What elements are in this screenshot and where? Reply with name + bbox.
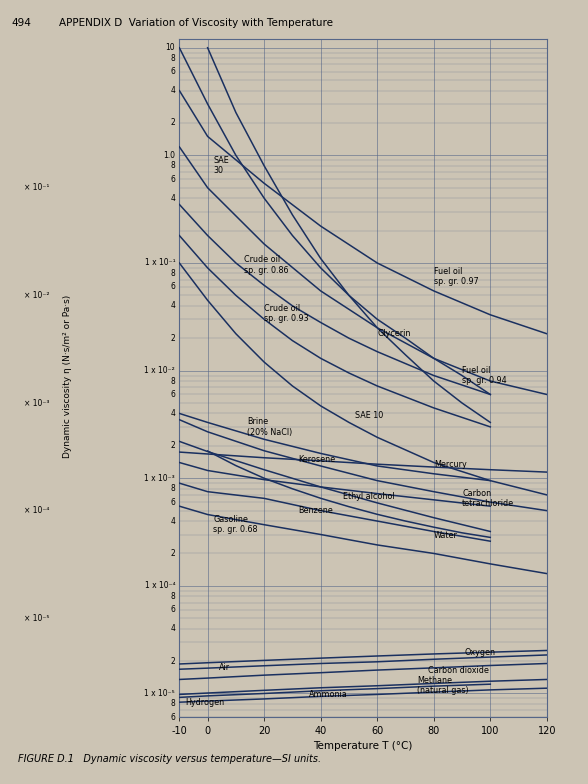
Text: 6: 6: [171, 498, 175, 506]
Text: × 10⁻¹: × 10⁻¹: [24, 183, 49, 192]
Text: 8: 8: [171, 269, 175, 278]
Text: 4: 4: [171, 517, 175, 525]
Text: 8: 8: [171, 699, 175, 709]
Text: Crude oil
sp. gr. 0.86: Crude oil sp. gr. 0.86: [245, 255, 289, 274]
Text: Fuel oil
sp. gr. 0.97: Fuel oil sp. gr. 0.97: [434, 267, 479, 286]
Text: 4: 4: [171, 409, 175, 418]
Text: 1.0: 1.0: [163, 151, 175, 160]
Text: × 10⁻³: × 10⁻³: [24, 398, 49, 408]
Text: 6: 6: [171, 390, 175, 399]
Text: Ethyl alcohol: Ethyl alcohol: [343, 492, 395, 501]
Text: 6: 6: [171, 175, 175, 183]
Text: 4: 4: [171, 624, 175, 633]
Text: Brine
(20% NaCl): Brine (20% NaCl): [247, 417, 292, 437]
Text: 6: 6: [171, 282, 175, 292]
Text: Kerosene: Kerosene: [298, 456, 335, 464]
Text: Carbon dioxide: Carbon dioxide: [428, 666, 489, 675]
Text: 1 x 10⁻⁴: 1 x 10⁻⁴: [145, 582, 175, 590]
Text: Dynamic viscosity η (N·s/m² or Pa·s): Dynamic viscosity η (N·s/m² or Pa·s): [63, 295, 72, 458]
Text: 1 x 10⁻⁵: 1 x 10⁻⁵: [145, 689, 175, 698]
Text: Glycerin: Glycerin: [377, 329, 410, 338]
Text: Hydrogen: Hydrogen: [185, 699, 224, 707]
Text: 1 x 10⁻³: 1 x 10⁻³: [145, 474, 175, 483]
Text: Methane
(natural gas): Methane (natural gas): [417, 676, 469, 695]
Text: 8: 8: [171, 376, 175, 386]
Text: 2: 2: [171, 334, 175, 343]
Text: Gasoline
sp. gr. 0.68: Gasoline sp. gr. 0.68: [213, 515, 258, 535]
Text: SAE 10: SAE 10: [355, 412, 383, 420]
Text: Oxygen: Oxygen: [465, 648, 496, 657]
Text: 8: 8: [171, 485, 175, 493]
Text: Mercury: Mercury: [434, 460, 466, 470]
Text: 10: 10: [166, 43, 175, 53]
Text: 4: 4: [171, 86, 175, 95]
Text: 2: 2: [171, 118, 175, 128]
Text: FIGURE D.1   Dynamic viscosity versus temperature—SI units.: FIGURE D.1 Dynamic viscosity versus temp…: [18, 754, 321, 764]
Text: Fuel oil
sp. gr. 0.94: Fuel oil sp. gr. 0.94: [462, 366, 507, 385]
Text: 8: 8: [171, 592, 175, 601]
Text: Ammonia: Ammonia: [309, 690, 348, 699]
Text: × 10⁻²: × 10⁻²: [24, 291, 49, 299]
Text: 2: 2: [171, 441, 175, 450]
Text: 6: 6: [171, 605, 175, 614]
Text: APPENDIX D  Variation of Viscosity with Temperature: APPENDIX D Variation of Viscosity with T…: [59, 18, 333, 28]
Text: Crude oil
sp. gr. 0.93: Crude oil sp. gr. 0.93: [264, 303, 309, 323]
Text: Carbon
tetrachloride: Carbon tetrachloride: [462, 488, 514, 508]
Text: 6: 6: [171, 713, 175, 722]
Text: 494: 494: [12, 18, 32, 28]
Text: Water: Water: [434, 531, 457, 540]
Text: Air: Air: [219, 662, 230, 672]
Text: 8: 8: [171, 162, 175, 170]
Text: SAE
30: SAE 30: [213, 156, 229, 176]
Text: 1 x 10⁻¹: 1 x 10⁻¹: [145, 259, 175, 267]
Text: × 10⁻⁴: × 10⁻⁴: [24, 506, 49, 515]
Text: × 10⁻⁵: × 10⁻⁵: [24, 614, 49, 622]
Text: 4: 4: [171, 194, 175, 203]
Text: 2: 2: [171, 549, 175, 558]
Text: 8: 8: [171, 53, 175, 63]
Text: 1 x 10⁻²: 1 x 10⁻²: [145, 366, 175, 375]
Text: 2: 2: [171, 656, 175, 666]
X-axis label: Temperature T (°C): Temperature T (°C): [313, 741, 413, 750]
Text: 6: 6: [171, 67, 175, 76]
Text: Benzene: Benzene: [298, 506, 333, 515]
Text: 4: 4: [171, 301, 175, 310]
